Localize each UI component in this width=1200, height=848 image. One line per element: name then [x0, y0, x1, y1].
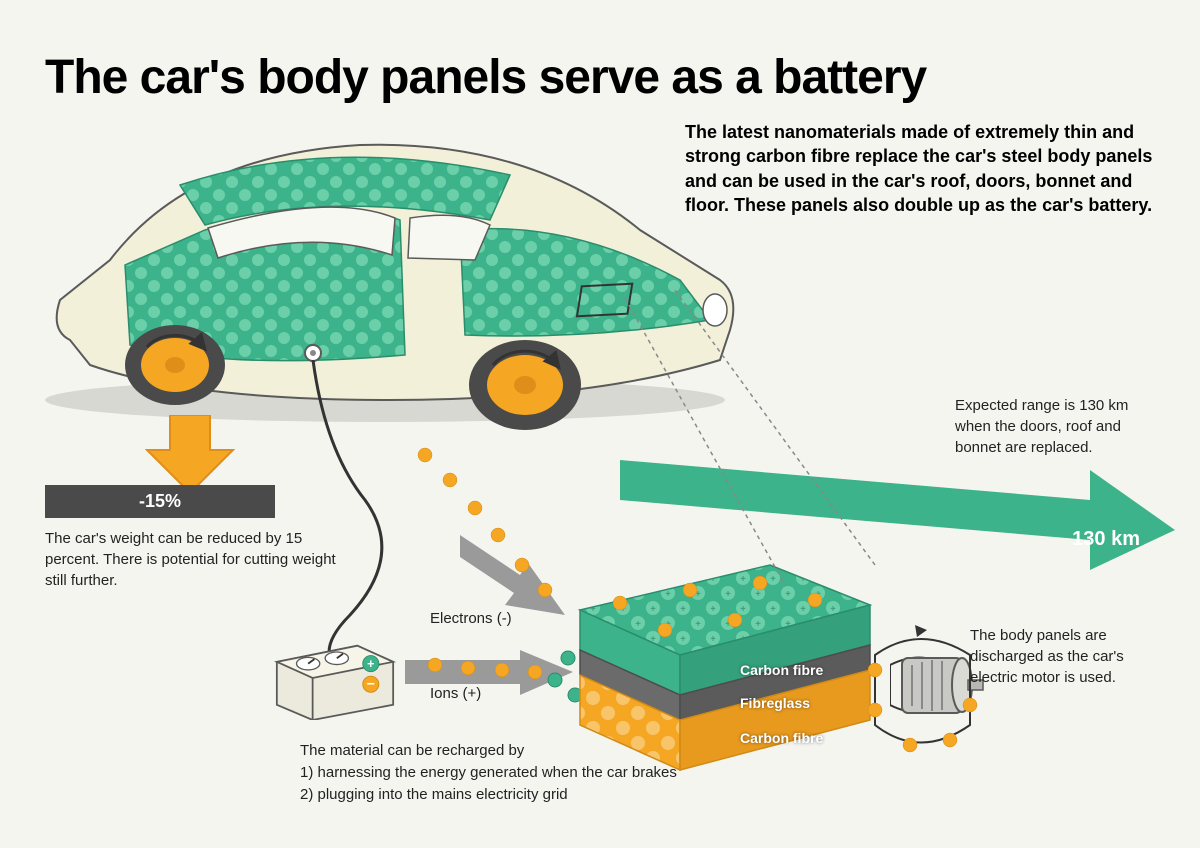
layer-top-label: Carbon fibre: [740, 662, 823, 678]
page-title: The car's body panels serve as a battery: [45, 50, 926, 105]
recharge-line2: 2) plugging into the mains electricity g…: [300, 784, 720, 806]
range-km-label: 130 km: [1072, 528, 1140, 551]
car-illustration: [30, 110, 750, 430]
range-text: Expected range is 130 km when the doors,…: [955, 395, 1155, 458]
weight-block: -15% The car's weight can be reduced by …: [45, 485, 345, 591]
intro-text: The latest nanomaterials made of extreme…: [685, 120, 1155, 217]
motor-loop-dots: [865, 615, 985, 770]
ions-label: Ions (+): [430, 685, 481, 702]
weight-text: The car's weight can be reduced by 15 pe…: [45, 528, 345, 591]
svg-text:−: −: [367, 677, 375, 693]
weight-bar: -15%: [45, 485, 275, 518]
svg-text:+: +: [367, 657, 374, 671]
electrons-label: Electrons (-): [430, 610, 512, 627]
layer-bottom-label: Carbon fibre: [740, 730, 823, 746]
layer-mid-label: Fibreglass: [740, 695, 810, 711]
panel-layers-cube: + +: [570, 555, 880, 785]
charger-device: + −: [265, 635, 405, 720]
weight-arrow-icon: [145, 415, 235, 495]
motor-text: The body panels are discharged as the ca…: [970, 625, 1155, 688]
